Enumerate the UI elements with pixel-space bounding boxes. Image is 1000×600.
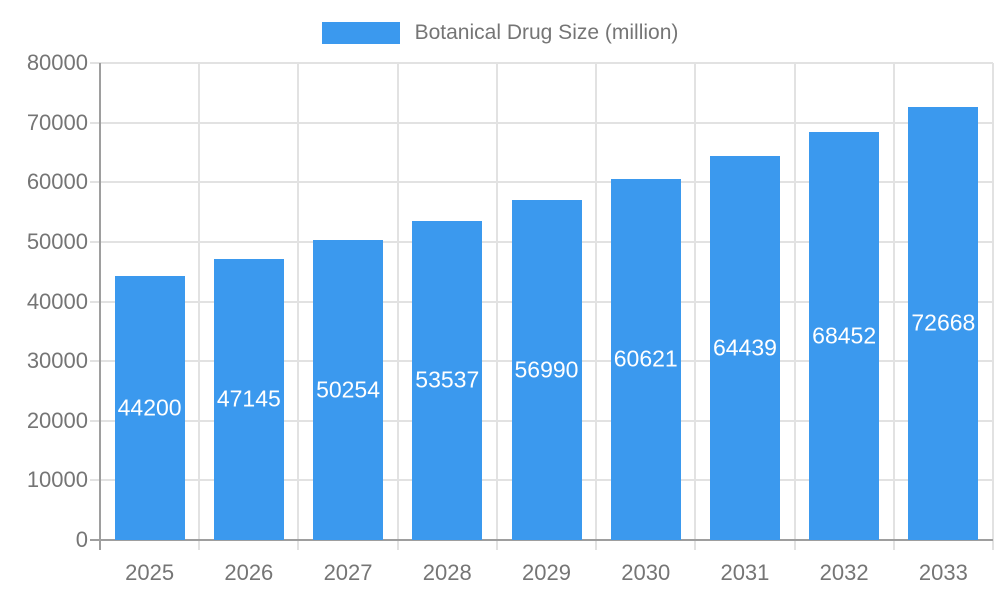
y-axis-tick-label: 30000 (26, 348, 88, 374)
h-gridline (90, 181, 993, 184)
bar-2030: 60621 (610, 178, 681, 540)
x-axis-tick-label: 2028 (422, 560, 472, 585)
v-gridline (297, 63, 300, 550)
y-axis-tick-label: 20000 (26, 407, 88, 433)
bar-value-label: 50254 (316, 376, 381, 403)
x-axis-tick-label: 2026 (224, 560, 274, 585)
v-gridline (396, 63, 399, 550)
v-gridline (992, 63, 994, 550)
legend-label: Botanical Drug Size (million) (414, 21, 679, 44)
bar-2027: 50254 (313, 240, 384, 540)
bar-2033: 72668 (908, 106, 979, 540)
y-axis-tick-label: 70000 (26, 109, 88, 135)
h-gridline (90, 121, 993, 124)
bar-value-label: 64439 (712, 334, 777, 361)
bar-2029: 56990 (511, 200, 582, 540)
y-axis-tick-label: 10000 (26, 467, 88, 493)
v-gridline (198, 63, 201, 550)
x-axis-tick-label: 2027 (323, 560, 373, 585)
bar-2028: 53537 (412, 220, 483, 540)
bar-value-label: 47145 (216, 385, 281, 412)
v-gridline (793, 63, 796, 550)
plot-area: 44200 47145 50254 53537 56990 60621 64439 68452… (90, 62, 994, 550)
bar-2031: 64439 (709, 155, 780, 540)
bar-2026: 47145 (213, 258, 284, 540)
bar-value-label: 72668 (911, 309, 976, 336)
v-gridline (495, 63, 498, 550)
bar-value-label: 53537 (415, 366, 480, 393)
bar-value-label: 44200 (117, 394, 182, 421)
bar-value-label: 60621 (613, 345, 678, 372)
bar-value-label: 68452 (812, 322, 877, 349)
bar-value-label: 56990 (514, 356, 579, 383)
y-axis-tick-label: 80000 (26, 50, 88, 75)
y-axis-tick-label: 40000 (26, 288, 88, 314)
x-axis-tick-label: 2030 (621, 560, 671, 585)
x-axis-line (90, 539, 993, 541)
x-axis-tick-label: 2029 (522, 560, 571, 585)
v-gridline (595, 63, 598, 550)
legend[interactable]: Botanical Drug Size (million) (0, 21, 1000, 45)
y-axis-tick-label: 50000 (26, 228, 88, 254)
y-axis-line (99, 63, 101, 550)
x-axis-tick-label: 2032 (819, 560, 869, 585)
legend-swatch (321, 22, 400, 44)
bar-2025: 44200 (114, 276, 185, 540)
h-gridline (90, 62, 993, 64)
y-axis-tick-label: 0 (75, 527, 88, 552)
bar-2032: 68452 (809, 131, 880, 540)
v-gridline (694, 63, 697, 550)
x-axis-tick-label: 2033 (918, 560, 968, 585)
v-gridline (892, 63, 895, 550)
y-axis-tick-label: 60000 (26, 169, 88, 195)
x-axis-tick-label: 2025 (125, 560, 175, 585)
x-axis-tick-label: 2031 (720, 560, 770, 585)
